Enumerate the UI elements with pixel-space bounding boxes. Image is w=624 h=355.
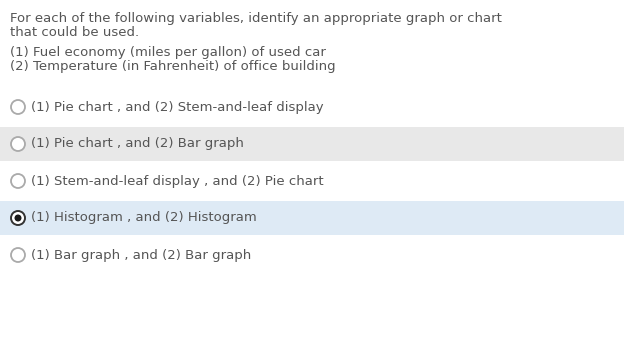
Circle shape — [14, 214, 21, 222]
Text: (1) Bar graph , and (2) Bar graph: (1) Bar graph , and (2) Bar graph — [31, 248, 251, 262]
Circle shape — [11, 211, 25, 225]
Text: (1) Histogram , and (2) Histogram: (1) Histogram , and (2) Histogram — [31, 212, 256, 224]
FancyBboxPatch shape — [0, 127, 624, 161]
FancyBboxPatch shape — [0, 164, 624, 198]
Text: (1) Pie chart , and (2) Bar graph: (1) Pie chart , and (2) Bar graph — [31, 137, 244, 151]
Circle shape — [11, 174, 25, 188]
Text: (1) Fuel economy (miles per gallon) of used car: (1) Fuel economy (miles per gallon) of u… — [10, 46, 326, 59]
Text: (2) Temperature (in Fahrenheit) of office building: (2) Temperature (in Fahrenheit) of offic… — [10, 60, 336, 73]
FancyBboxPatch shape — [0, 201, 624, 235]
Text: (1) Stem-and-leaf display , and (2) Pie chart: (1) Stem-and-leaf display , and (2) Pie … — [31, 175, 324, 187]
Circle shape — [11, 137, 25, 151]
Circle shape — [11, 100, 25, 114]
Text: For each of the following variables, identify an appropriate graph or chart: For each of the following variables, ide… — [10, 12, 502, 25]
FancyBboxPatch shape — [0, 90, 624, 124]
Text: that could be used.: that could be used. — [10, 26, 139, 39]
Circle shape — [11, 248, 25, 262]
Text: (1) Pie chart , and (2) Stem-and-leaf display: (1) Pie chart , and (2) Stem-and-leaf di… — [31, 100, 324, 114]
FancyBboxPatch shape — [0, 238, 624, 272]
